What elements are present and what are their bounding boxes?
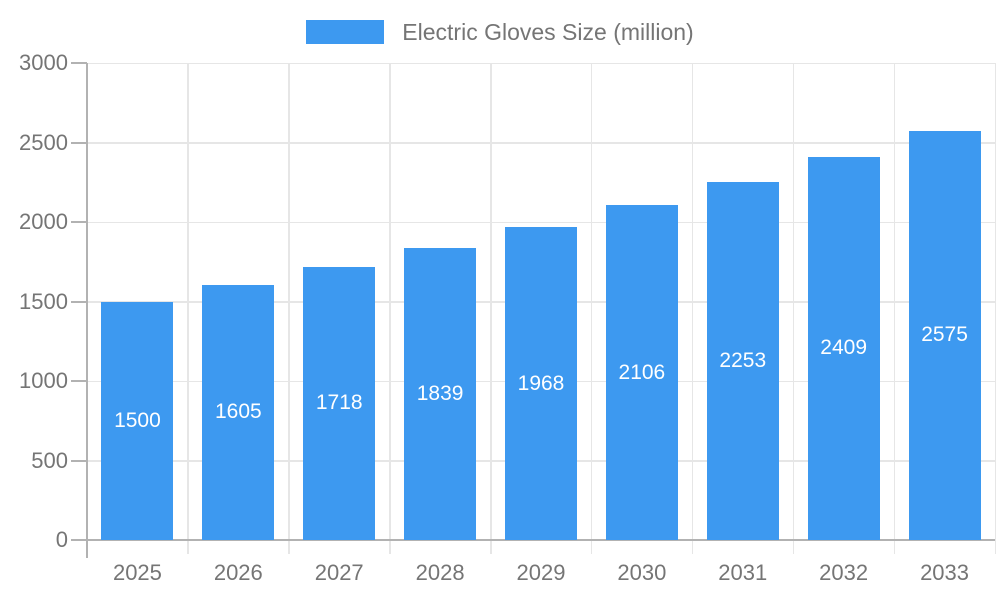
bar-value-label: 1500 <box>114 408 161 432</box>
x-tick-label: 2028 <box>415 560 465 585</box>
bar-value-label: 1968 <box>517 371 565 395</box>
v-gridline <box>389 63 391 554</box>
y-tick-label: 2000 <box>19 209 68 234</box>
x-tick-label: 2033 <box>920 560 970 585</box>
y-tick-label: 3000 <box>19 50 68 75</box>
bar <box>706 181 779 540</box>
v-gridline <box>994 63 996 554</box>
x-tick-label: 2031 <box>718 560 768 585</box>
x-tick-label: 2026 <box>213 560 263 585</box>
y-axis-tick <box>71 380 87 382</box>
x-axis-baseline <box>87 539 995 541</box>
bar-value-label: 1605 <box>214 400 262 424</box>
y-tick-label: 1500 <box>19 288 68 314</box>
bar-value-label: 2575 <box>921 323 968 347</box>
y-tick-label: 0 <box>55 527 68 552</box>
bar <box>101 301 174 540</box>
bar <box>505 227 577 540</box>
bar-value-label: 2409 <box>820 336 868 360</box>
y-axis-tick <box>71 141 87 144</box>
bar <box>202 284 275 540</box>
bar <box>303 266 376 540</box>
y-axis-tick <box>71 221 87 223</box>
y-axis-tick <box>71 300 87 303</box>
x-tick-label: 2029 <box>516 560 566 585</box>
y-tick-label: 1000 <box>19 368 68 393</box>
y-tick-label: 2500 <box>19 129 68 155</box>
bar <box>404 247 477 540</box>
y-axis-line <box>86 63 88 558</box>
y-axis-tick <box>71 459 87 462</box>
v-gridline <box>590 63 593 554</box>
h-gridline <box>87 62 995 64</box>
bar <box>807 156 880 540</box>
bar-value-label: 2106 <box>618 360 666 384</box>
bar-value-label: 1718 <box>315 391 363 415</box>
v-gridline <box>893 63 896 554</box>
y-axis-tick <box>71 539 87 541</box>
h-gridline <box>87 221 995 223</box>
v-gridline <box>288 63 290 554</box>
legend: Electric Gloves Size (million) <box>0 18 1000 46</box>
bar <box>605 205 678 540</box>
v-gridline <box>187 63 189 554</box>
bar-value-label: 1839 <box>416 381 464 405</box>
y-tick-label: 500 <box>31 447 68 473</box>
v-gridline <box>691 63 694 554</box>
h-gridline <box>87 142 995 144</box>
y-axis-tick <box>71 62 87 64</box>
legend-label: Electric Gloves Size (million) <box>402 18 694 45</box>
x-tick-label: 2025 <box>112 560 162 585</box>
x-tick-label: 2027 <box>314 560 364 585</box>
bar <box>908 130 981 540</box>
v-gridline <box>792 63 795 554</box>
legend-swatch <box>306 20 385 44</box>
x-tick-label: 2030 <box>617 560 667 585</box>
x-tick-label: 2032 <box>819 560 869 585</box>
v-gridline <box>490 63 492 554</box>
bar-value-label: 2253 <box>719 348 767 372</box>
